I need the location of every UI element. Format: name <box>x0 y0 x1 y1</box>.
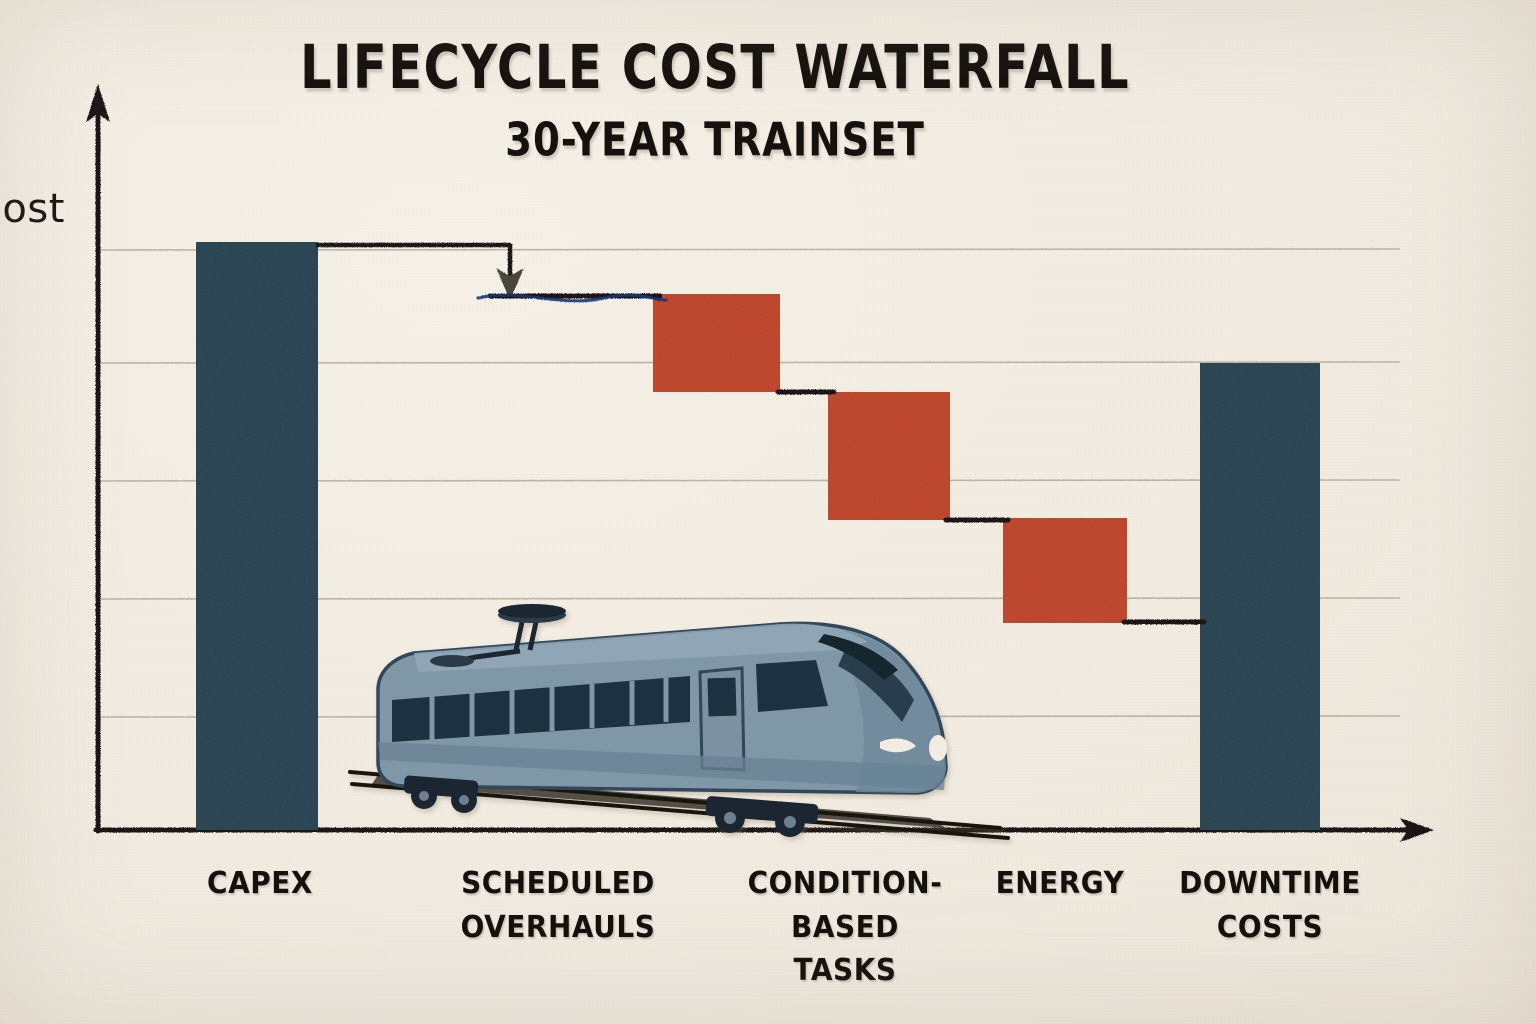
train-roof-insulator <box>430 655 474 667</box>
x-label-scheduled-overhauls: SCHEDULED OVERHAULS <box>460 866 656 945</box>
trainset-illustration <box>348 604 1010 840</box>
connectors <box>315 242 1207 625</box>
train-window-mullions <box>429 678 669 740</box>
bars <box>196 242 1320 830</box>
x-label-energy: ENERGY <box>995 866 1125 901</box>
train-windscreen-upper <box>818 634 898 680</box>
x-label-downtime-costs: DOWNTIME COSTS <box>1179 866 1361 945</box>
train-door-window <box>707 677 737 717</box>
train-windscreen <box>838 648 914 722</box>
y-axis-arrowhead <box>86 84 110 122</box>
connector-capex-to-overhauls <box>315 242 513 285</box>
train-pantograph <box>430 604 566 667</box>
x-label-capex: CAPEX <box>207 866 313 901</box>
train-headlight-right <box>929 735 947 761</box>
x-axis-arrowhead <box>1400 818 1434 842</box>
train-window-band <box>392 676 690 742</box>
connector-arrowhead-down <box>496 268 524 300</box>
accent-flourish <box>476 293 668 303</box>
train-skirt <box>378 742 946 790</box>
y-axis-label: Cost <box>0 186 65 232</box>
train-cab-window <box>756 660 828 712</box>
x-label-condition-based-tasks: CONDITION- BASED TASKS <box>747 866 943 988</box>
train-headlight-left <box>880 738 916 753</box>
train-roof <box>414 623 868 672</box>
train-bogies <box>403 775 819 837</box>
